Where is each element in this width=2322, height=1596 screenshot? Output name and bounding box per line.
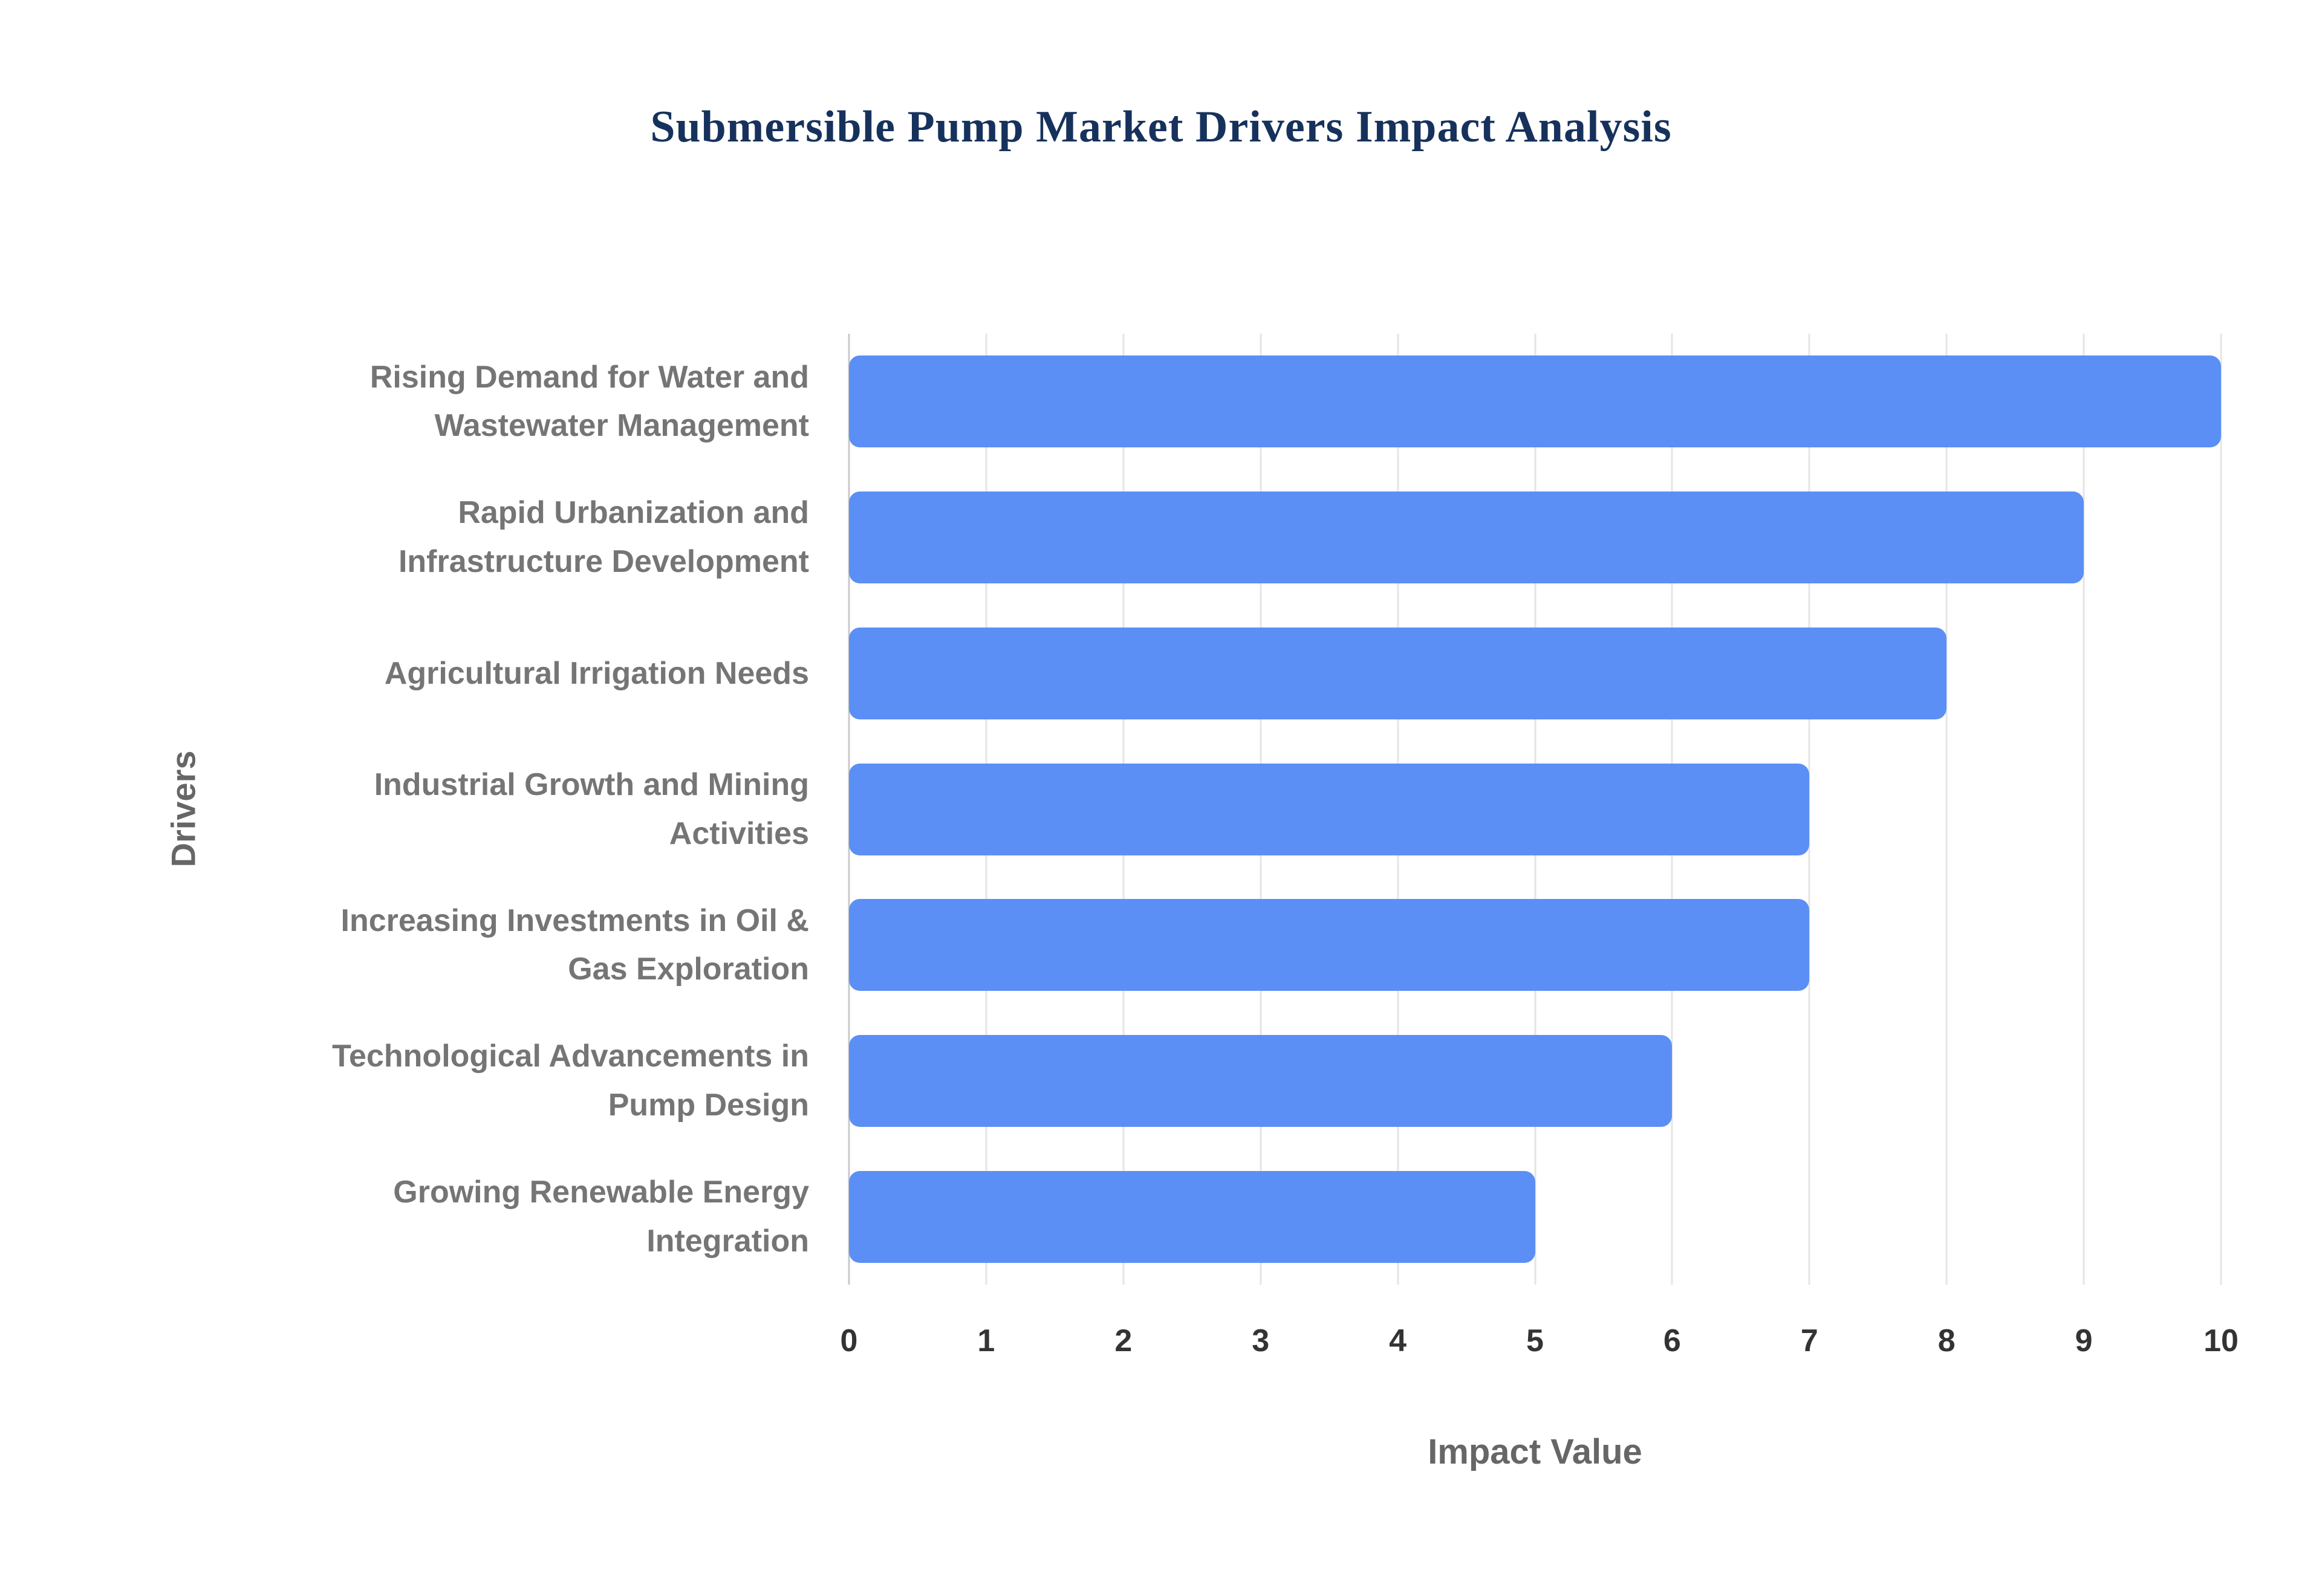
category-label: Industrial Growth and Mining Activities — [374, 767, 809, 851]
x-tick-label: 8 — [1937, 1323, 1956, 1358]
bar-row — [849, 470, 2221, 606]
category-label: Rapid Urbanization and Infrastructure De… — [398, 495, 809, 580]
chart-title: Submersible Pump Market Drivers Impact A… — [650, 102, 1672, 152]
category-label: Growing Renewable Energy Integration — [393, 1175, 809, 1259]
x-tick-label: 1 — [977, 1323, 995, 1358]
bar-4 — [849, 763, 1810, 855]
bar-5 — [849, 899, 1810, 991]
x-tick-label: 6 — [1663, 1323, 1681, 1358]
bar-2 — [849, 491, 2084, 584]
x-axis-title: Impact Value — [1428, 1432, 1642, 1471]
x-tick-label: 10 — [2203, 1323, 2239, 1358]
bar-row — [849, 877, 2221, 1013]
category-label: Rising Demand for Water and Wastewater M… — [369, 359, 809, 444]
x-axis-tick-labels: 0 1 2 3 4 5 6 7 8 9 10 — [841, 1323, 2239, 1371]
x-tick-label: 0 — [840, 1323, 858, 1358]
category-label: Technological Advancements in Pump Desig… — [332, 1039, 809, 1123]
gridline — [2083, 334, 2085, 1285]
x-tick-label: 2 — [1114, 1323, 1133, 1358]
x-tick-label: 7 — [1800, 1323, 1818, 1358]
plot-area — [848, 334, 2222, 1285]
gridline — [2220, 334, 2222, 1285]
x-tick-label: 3 — [1252, 1323, 1270, 1358]
bar-row — [849, 334, 2221, 470]
gridline — [1945, 334, 1948, 1285]
bar-3 — [849, 627, 1947, 719]
y-axis-title: Drivers — [164, 750, 203, 868]
bar-row — [849, 741, 2221, 877]
bar-7 — [849, 1170, 1535, 1263]
x-tick-label: 5 — [1526, 1323, 1544, 1358]
bars — [849, 334, 2221, 1285]
category-label: Agricultural Irrigation Needs — [384, 655, 809, 691]
x-tick-label: 9 — [2075, 1323, 2093, 1358]
bar-row — [849, 1013, 2221, 1149]
bar-6 — [849, 1034, 1673, 1127]
x-tick-label: 4 — [1389, 1323, 1407, 1358]
category-label: Increasing Investments in Oil & Gas Expl… — [340, 903, 809, 987]
bar-row — [849, 1149, 2221, 1285]
bar-1 — [849, 355, 2221, 448]
gridline — [1808, 334, 1810, 1285]
category-labels: Rising Demand for Water and Wastewater M… — [290, 334, 834, 1285]
bar-row — [849, 605, 2221, 741]
